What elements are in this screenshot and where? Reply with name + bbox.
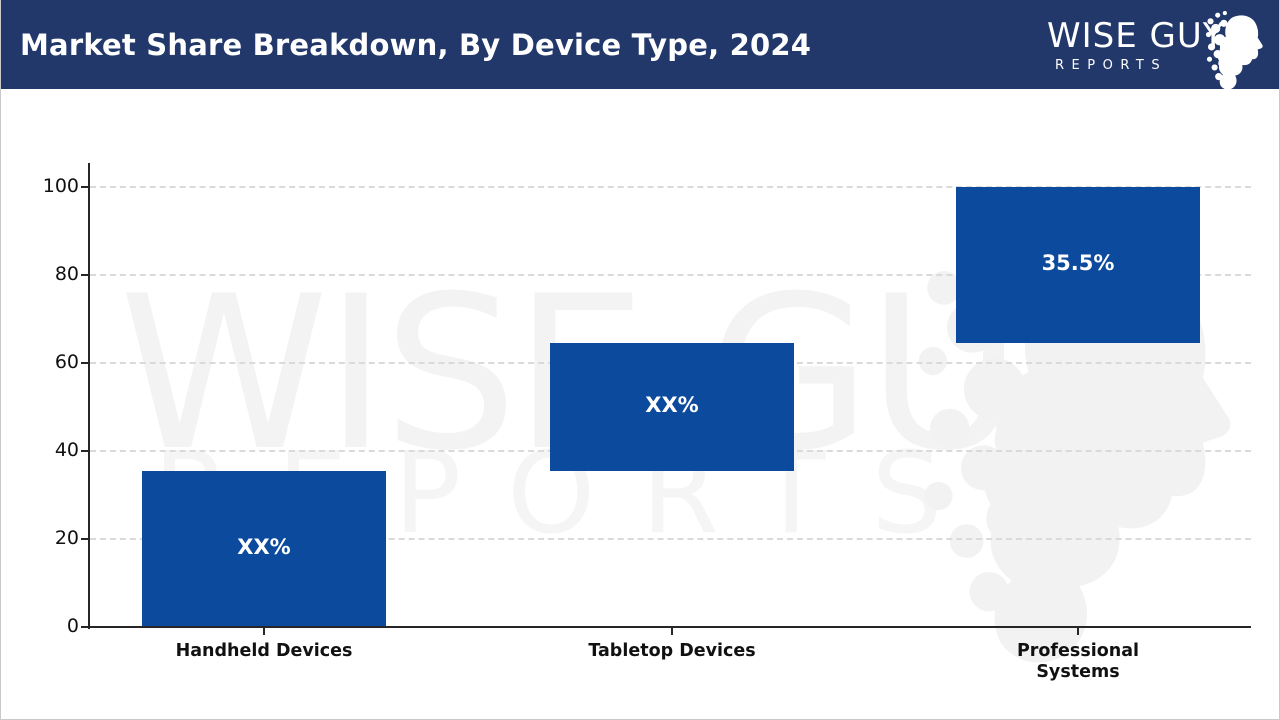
y-tick-label-20: 20 (54, 527, 79, 549)
header-bar: Market Share Breakdown, By Device Type, … (1, 0, 1279, 90)
category-label-2: Professional (1016, 641, 1140, 661)
y-tick-100 (81, 186, 89, 188)
y-tick-label-60: 60 (54, 351, 79, 373)
bar-value-label-2: 35.5% (1041, 251, 1115, 276)
y-tick-label-40: 40 (54, 439, 79, 461)
bar-value-label-1: XX% (645, 393, 699, 417)
y-tick-label-100: 100 (42, 175, 79, 197)
bar-value-label-0: XX% (237, 534, 291, 559)
gridline-100 (90, 186, 1251, 188)
category-label-2: Systems (1036, 662, 1120, 682)
bar-0 (142, 470, 386, 627)
logo-reports-text: REPORTS (1055, 58, 1168, 73)
wise-guy-reports-logo: WISE GUY REPORTS (1039, 8, 1275, 90)
logo-face-icon (1205, 11, 1263, 90)
logo-wiseguy-text: WISE GUY (1047, 16, 1225, 56)
y-tick-80 (81, 274, 89, 276)
category-label-1: Tabletop Devices (588, 641, 756, 661)
x-tick-0 (263, 628, 265, 635)
page-title: Market Share Breakdown, By Device Type, … (20, 27, 812, 62)
x-tick-1 (671, 628, 673, 635)
x-tick-2 (1077, 628, 1079, 635)
y-tick-label-80: 80 (54, 263, 79, 285)
y-tick-40 (81, 450, 89, 452)
category-label-0: Handheld Devices (175, 641, 353, 661)
bar-1 (550, 343, 794, 471)
y-tick-0 (81, 626, 89, 628)
gridline-20 (90, 538, 1251, 540)
x-axis-line (88, 626, 1251, 628)
y-tick-label-0: 0 (66, 615, 79, 637)
y-tick-20 (81, 538, 89, 540)
y-axis-line (88, 163, 90, 629)
gridline-80 (90, 274, 1251, 276)
y-tick-60 (81, 362, 89, 364)
